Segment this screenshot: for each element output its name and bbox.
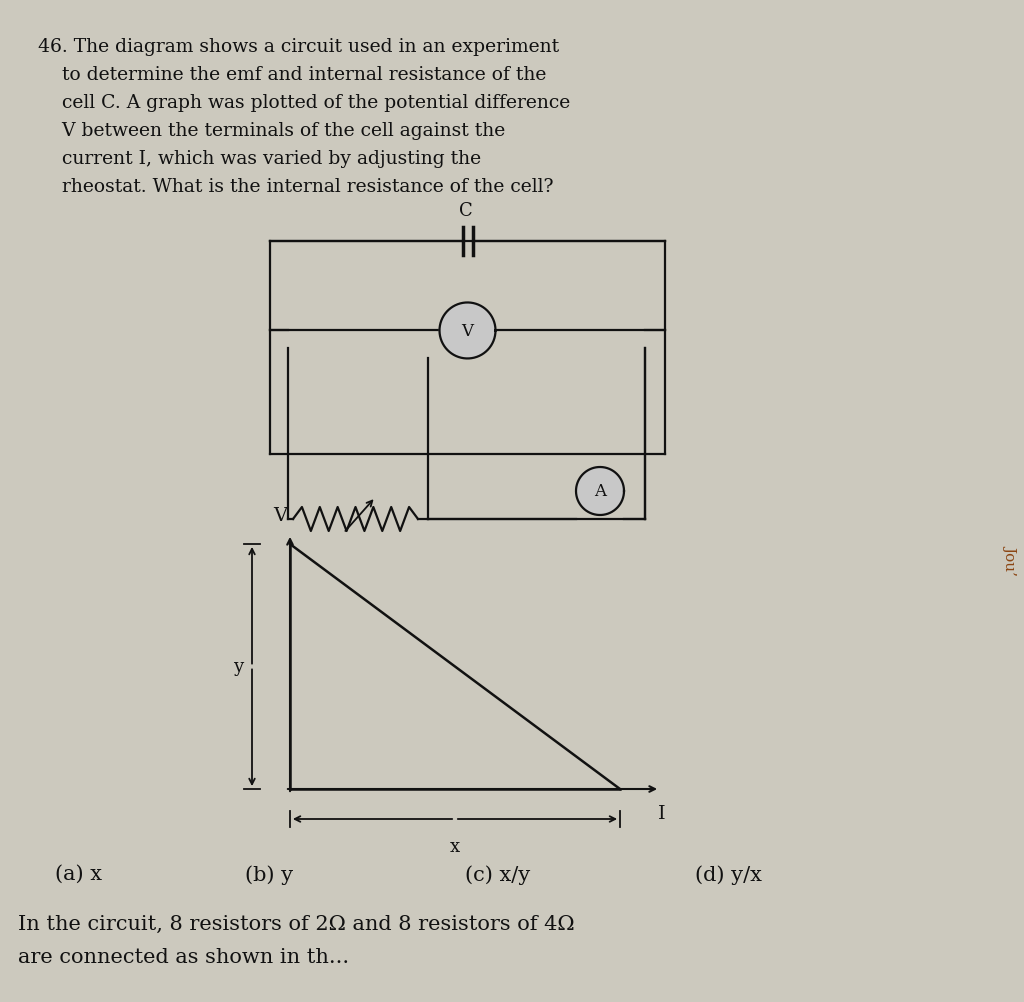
Text: 46. The diagram shows a circuit used in an experiment: 46. The diagram shows a circuit used in … [38,38,559,56]
Text: cell C. A graph was plotted of the potential difference: cell C. A graph was plotted of the poten… [38,94,570,112]
Text: C: C [459,201,472,219]
Text: to determine the emf and internal resistance of the: to determine the emf and internal resist… [38,66,547,84]
Text: rheostat. What is the internal resistance of the cell?: rheostat. What is the internal resistanc… [38,177,554,195]
Text: are connected as shown in th...: are connected as shown in th... [18,947,349,966]
Text: x: x [450,837,460,855]
Text: Jou’: Jou’ [1002,544,1017,574]
Polygon shape [577,468,624,515]
Polygon shape [439,304,496,359]
Text: V between the terminals of the cell against the: V between the terminals of the cell agai… [38,122,505,140]
Text: (b) y: (b) y [245,864,293,884]
Text: current I, which was varied by adjusting the: current I, which was varied by adjusting… [38,150,481,167]
Text: (d) y/x: (d) y/x [695,864,762,884]
Text: V: V [462,323,473,340]
Text: I: I [658,805,666,823]
Text: V: V [273,506,287,524]
Text: (c) x/y: (c) x/y [465,864,530,884]
Text: y: y [232,658,243,675]
Text: In the circuit, 8 resistors of 2Ω and 8 resistors of 4Ω: In the circuit, 8 resistors of 2Ω and 8 … [18,914,574,933]
Text: A: A [594,483,606,500]
Text: (a) x: (a) x [55,864,102,883]
